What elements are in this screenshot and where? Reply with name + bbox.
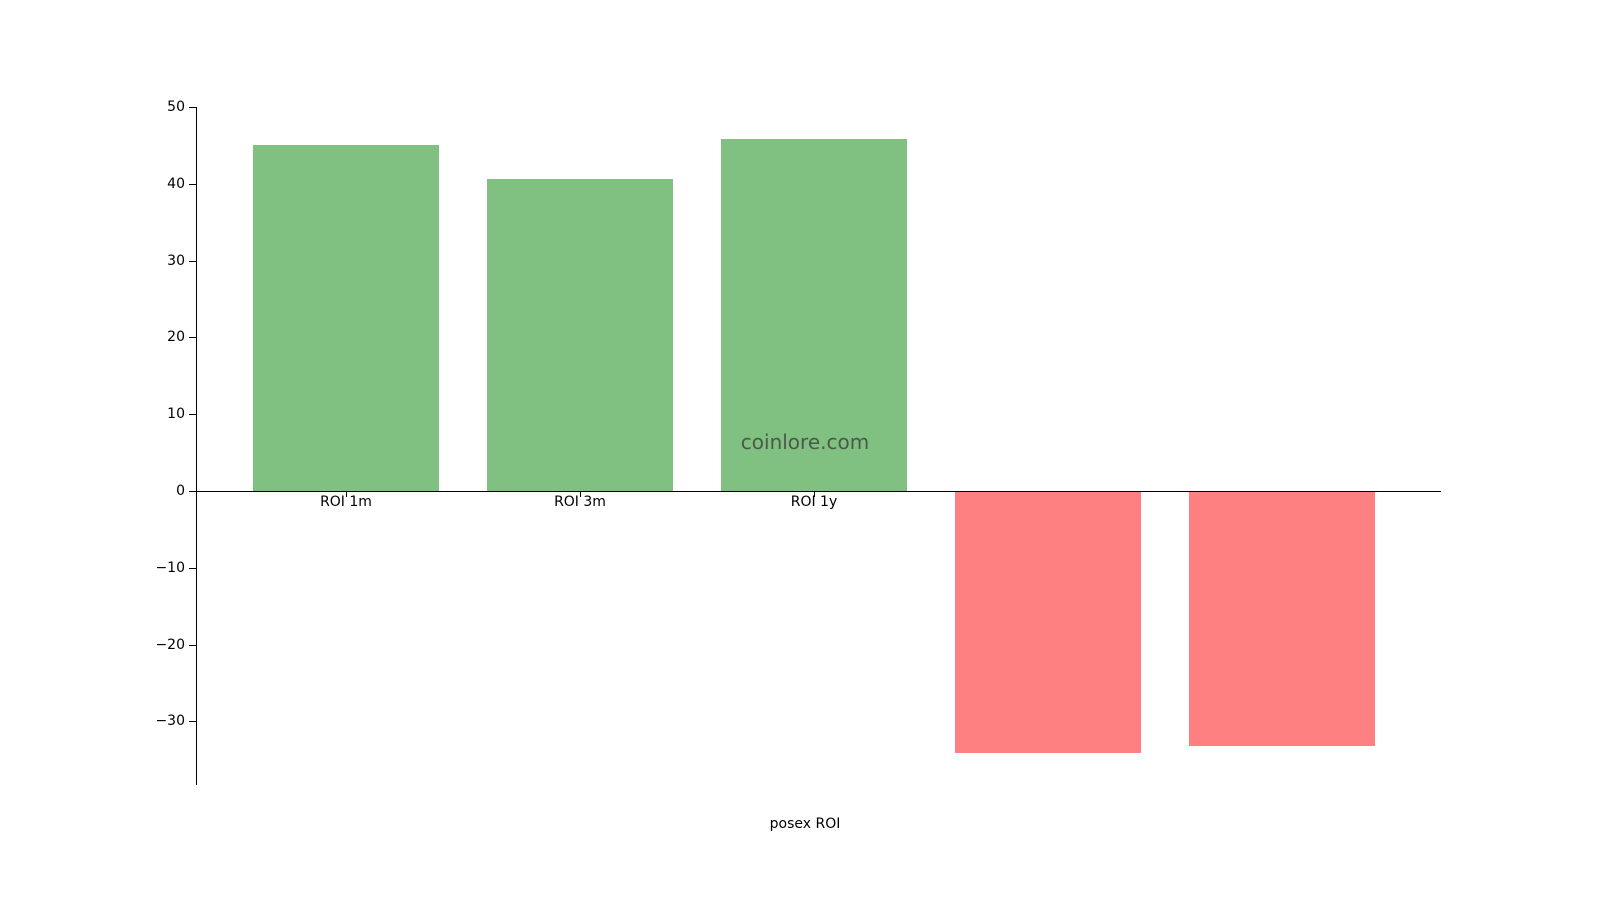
y-axis-tick-label: −10 [155, 560, 185, 576]
negative-roi-bar [955, 491, 1141, 753]
x-axis-tick-label: ROI 1y [790, 494, 838, 510]
y-axis-tick [189, 645, 196, 646]
y-axis-tick-label: 20 [167, 329, 185, 345]
x-axis-zero-line [196, 491, 1441, 492]
negative-roi-bar [1189, 491, 1375, 746]
y-axis-tick [189, 491, 196, 492]
y-axis-line [196, 107, 197, 785]
y-axis-tick [189, 184, 196, 185]
y-axis-tick [189, 107, 196, 108]
positive-roi-bar [721, 139, 907, 491]
positive-roi-bar [487, 179, 673, 491]
y-axis-tick [189, 337, 196, 338]
y-axis-tick-label: 50 [167, 99, 185, 115]
y-axis-tick-label: 30 [167, 253, 185, 269]
y-axis-tick [189, 568, 196, 569]
x-axis-title: posex ROI [769, 816, 841, 832]
y-axis-tick-label: −30 [155, 713, 185, 729]
y-axis-tick-label: 10 [167, 406, 185, 422]
coinlore-watermark: coinlore.com [740, 430, 870, 454]
y-axis-tick [189, 721, 196, 722]
y-axis-tick-label: 0 [176, 483, 185, 499]
positive-roi-bar [253, 145, 439, 491]
y-axis-tick [189, 414, 196, 415]
x-axis-tick [814, 491, 815, 497]
x-axis-tick-label: ROI 1m [320, 494, 372, 510]
y-axis-tick-label: −20 [155, 637, 185, 653]
x-axis-tick-label: ROI 3m [554, 494, 606, 510]
y-axis-tick-label: 40 [167, 176, 185, 192]
y-axis-tick [189, 261, 196, 262]
x-axis-tick [580, 491, 581, 497]
x-axis-tick [346, 491, 347, 497]
